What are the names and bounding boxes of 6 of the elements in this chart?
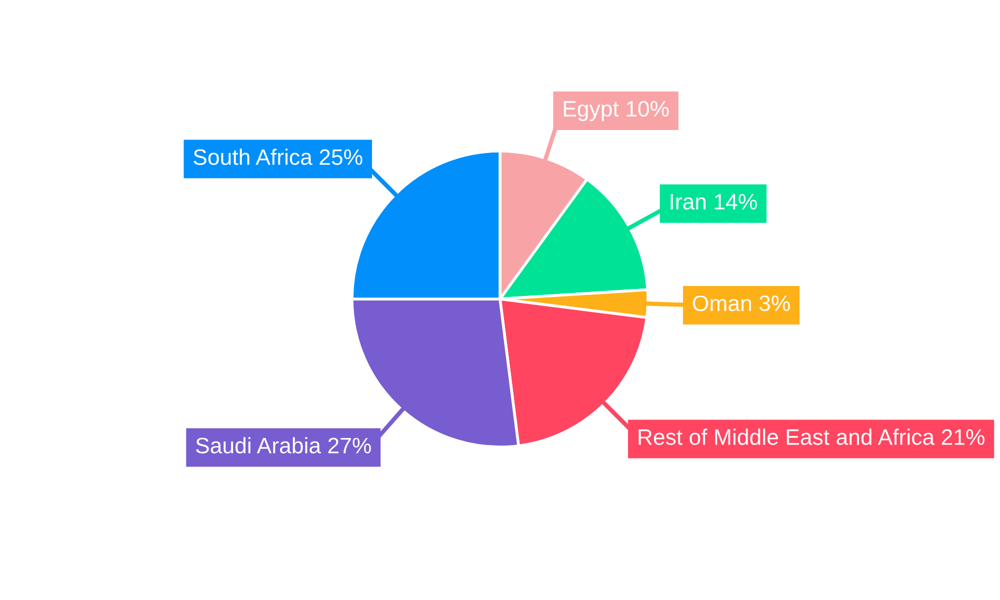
slice-label: Rest of Middle East and Africa 21% bbox=[638, 428, 984, 445]
slice-label: South Africa 25% bbox=[194, 148, 362, 165]
slice-label: Saudi Arabia 27% bbox=[196, 437, 371, 454]
slice-label: Oman 3% bbox=[692, 295, 790, 312]
slice-label: Egypt 10% bbox=[564, 100, 669, 122]
slice-label: Iran 14% bbox=[670, 194, 757, 210]
